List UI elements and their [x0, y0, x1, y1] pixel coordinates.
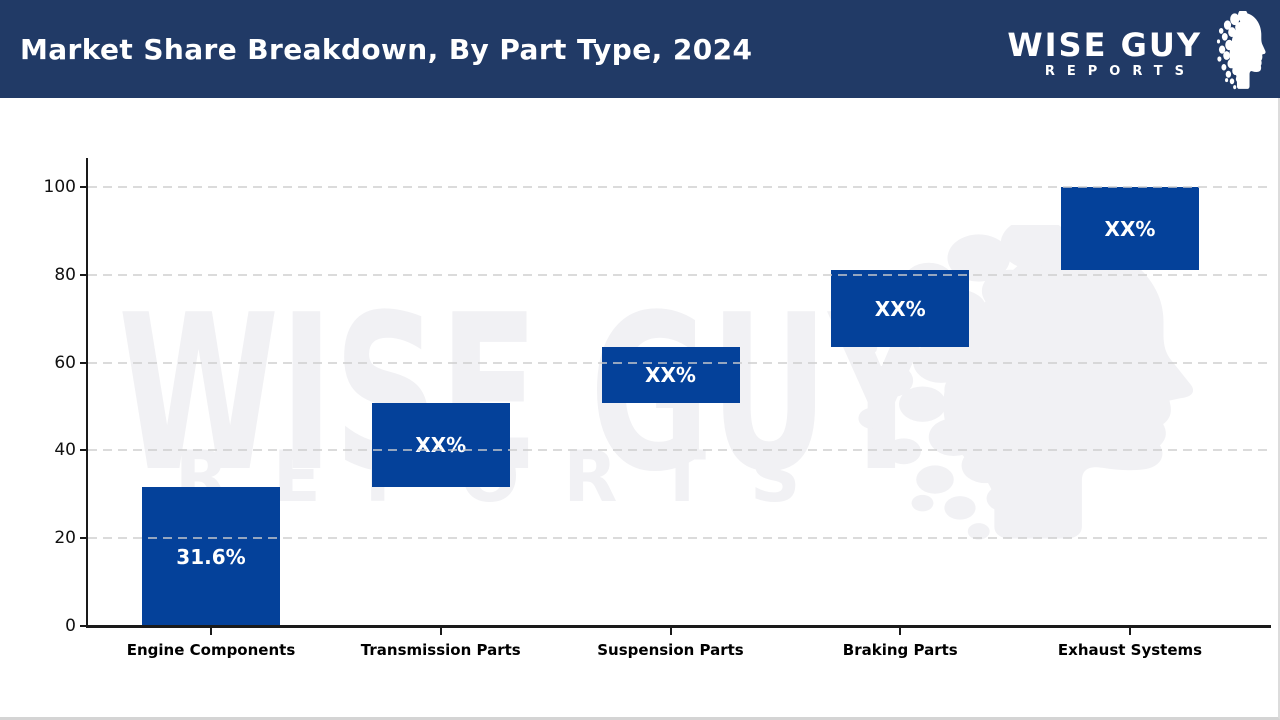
gridline-80 [88, 273, 1271, 276]
wiseguy-head-icon [1216, 11, 1266, 90]
y-tick-80 [80, 273, 88, 276]
bar-exhaust-systems: XX% [1061, 187, 1199, 271]
bar-suspension-parts: XX% [601, 347, 740, 404]
report-header: Market Share Breakdown, By Part Type, 20… [0, 0, 1280, 98]
x-tick-label-transmission-parts: Transmission Parts [360, 641, 521, 659]
y-tick-label-100: 100 [43, 177, 76, 197]
bar-engine-components: 31.6% [142, 487, 280, 626]
x-tick-label-engine-components: Engine Components [126, 641, 296, 659]
x-tick-2 [439, 627, 442, 635]
x-tick-5 [1129, 627, 1131, 635]
bar-transmission-parts: XX% [371, 403, 510, 488]
logo-subtitle: REPORTS [1044, 64, 1196, 79]
y-tick-label-0: 0 [65, 616, 76, 636]
bar-value-label: XX% [874, 296, 926, 321]
gridline-20 [88, 537, 1271, 540]
x-axis-line [86, 625, 1271, 628]
watermark-wordmark: WISE GUY [118, 268, 935, 519]
y-tick-0 [80, 625, 88, 627]
y-tick-40 [80, 449, 88, 452]
x-tick-label-braking-parts: Braking Parts [842, 641, 958, 659]
y-tick-100 [80, 186, 88, 188]
bar-value-label: XX% [645, 363, 696, 388]
y-axis-line [86, 158, 88, 628]
gridline-40 [88, 449, 1271, 452]
x-tick-label-exhaust-systems: Exhaust Systems [1057, 641, 1203, 659]
gridline-60 [88, 361, 1271, 364]
y-tick-label-20: 20 [54, 528, 76, 549]
bar-value-label: XX% [415, 433, 467, 458]
y-tick-label-60: 60 [54, 352, 76, 373]
bar-braking-parts: XX% [831, 270, 970, 348]
x-tick-4 [899, 627, 902, 635]
x-tick-1 [210, 627, 212, 635]
logo-wordmark: WISE GUY [1007, 26, 1202, 64]
y-tick-label-40: 40 [54, 440, 76, 461]
wiseguy-logo: WISE GUY REPORTS [1007, 4, 1274, 96]
page-title: Market Share Breakdown, By Part Type, 20… [20, 33, 753, 66]
bar-value-label: XX% [1104, 216, 1156, 241]
gridline-100 [88, 186, 1271, 188]
y-tick-label-80: 80 [54, 264, 76, 285]
bar-value-label: 31.6% [176, 544, 246, 569]
x-tick-3 [669, 627, 672, 635]
y-tick-20 [80, 537, 88, 540]
x-tick-label-suspension-parts: Suspension Parts [597, 641, 744, 659]
y-tick-60 [80, 361, 88, 364]
